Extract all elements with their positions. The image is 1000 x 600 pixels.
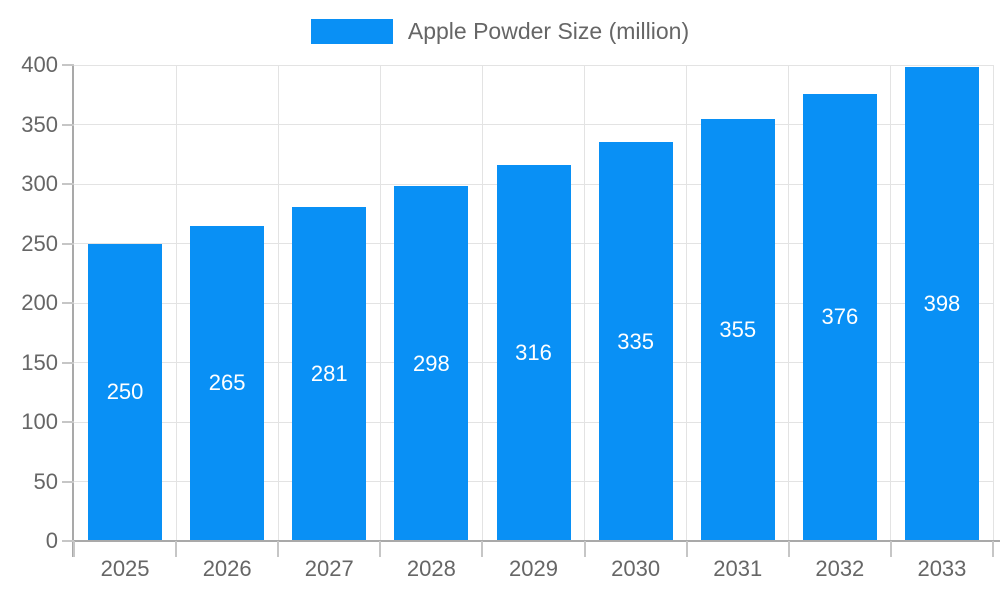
- x-axis-tick-label: 2031: [713, 556, 763, 581]
- x-tick: [992, 541, 994, 557]
- bar: 298: [394, 186, 469, 541]
- y-tick: [62, 540, 74, 542]
- y-axis-tick-label: 150: [21, 349, 58, 375]
- bar-value-label: 398: [923, 291, 961, 317]
- gridline-vertical: [277, 65, 279, 541]
- chart-legend: Apple Powder Size (million): [0, 18, 1000, 45]
- bar: 316: [496, 164, 571, 541]
- y-axis-tick-label: 200: [21, 290, 58, 315]
- legend-swatch-icon: [310, 19, 393, 44]
- y-axis-tick-label: 350: [21, 111, 58, 137]
- y-axis-line: [72, 65, 74, 557]
- gridline-vertical: [481, 65, 483, 541]
- bar-value-label: 298: [413, 350, 450, 376]
- x-tick: [685, 541, 688, 557]
- x-tick: [73, 541, 75, 557]
- y-tick: [62, 480, 74, 483]
- plot-area: 250 265 281 298 316 335 355 376 398: [74, 64, 994, 541]
- x-axis-tick-label: 2032: [815, 556, 865, 581]
- x-axis-tick-label: 2030: [611, 556, 661, 581]
- x-axis-tick-label: 2029: [509, 556, 558, 581]
- x-tick: [175, 541, 178, 557]
- bar-value-label: 281: [310, 360, 348, 386]
- gridline-vertical: [788, 65, 790, 541]
- bar: 376: [802, 93, 877, 541]
- x-axis-tick-label: 2028: [406, 556, 456, 581]
- x-tick: [787, 541, 790, 557]
- x-axis-line: [62, 540, 1000, 542]
- gridline-vertical: [686, 65, 688, 541]
- y-axis-tick-label: 250: [21, 230, 58, 256]
- x-tick: [583, 541, 586, 557]
- y-axis-tick-label: 300: [21, 171, 58, 196]
- bar-value-label: 376: [821, 304, 859, 330]
- bar-value-label: 355: [719, 316, 757, 342]
- x-tick: [277, 541, 280, 557]
- gridline-vertical: [584, 65, 586, 541]
- bar: 281: [292, 206, 367, 541]
- bar-value-label: 250: [106, 379, 144, 405]
- x-tick: [481, 541, 484, 557]
- x-tick: [889, 541, 892, 557]
- x-axis-tick-label: 2033: [917, 556, 967, 581]
- y-axis-tick-label: 0: [45, 528, 58, 553]
- bar: 355: [700, 118, 775, 541]
- y-tick: [62, 64, 74, 66]
- y-tick: [62, 242, 74, 245]
- bar: 265: [190, 225, 265, 541]
- y-tick: [62, 123, 74, 126]
- y-tick: [62, 421, 74, 423]
- x-axis-tick-label: 2027: [304, 556, 354, 581]
- bar: 335: [598, 142, 673, 541]
- gridline-vertical: [890, 65, 892, 541]
- bar: 250: [88, 243, 163, 541]
- y-axis-tick-label: 100: [21, 409, 58, 434]
- y-tick: [62, 361, 74, 364]
- x-axis-tick-label: 2026: [202, 556, 252, 581]
- y-tick: [62, 302, 74, 304]
- gridline-horizontal: [74, 64, 993, 66]
- bar-value-label: 335: [617, 328, 654, 354]
- gridline-vertical: [379, 65, 381, 541]
- y-axis-tick-label: 400: [21, 52, 58, 77]
- x-axis-tick-label: 2025: [100, 556, 150, 581]
- x-tick: [379, 541, 382, 557]
- gridline-vertical: [992, 65, 994, 541]
- y-axis-tick-label: 50: [33, 468, 58, 494]
- y-tick: [62, 183, 74, 185]
- bar: 398: [904, 67, 979, 541]
- legend-label: Apple Powder Size (million): [407, 18, 690, 44]
- bar-value-label: 316: [515, 339, 552, 365]
- bar-value-label: 265: [208, 370, 246, 396]
- gridline-vertical: [175, 65, 177, 541]
- gridline-horizontal: [74, 124, 993, 125]
